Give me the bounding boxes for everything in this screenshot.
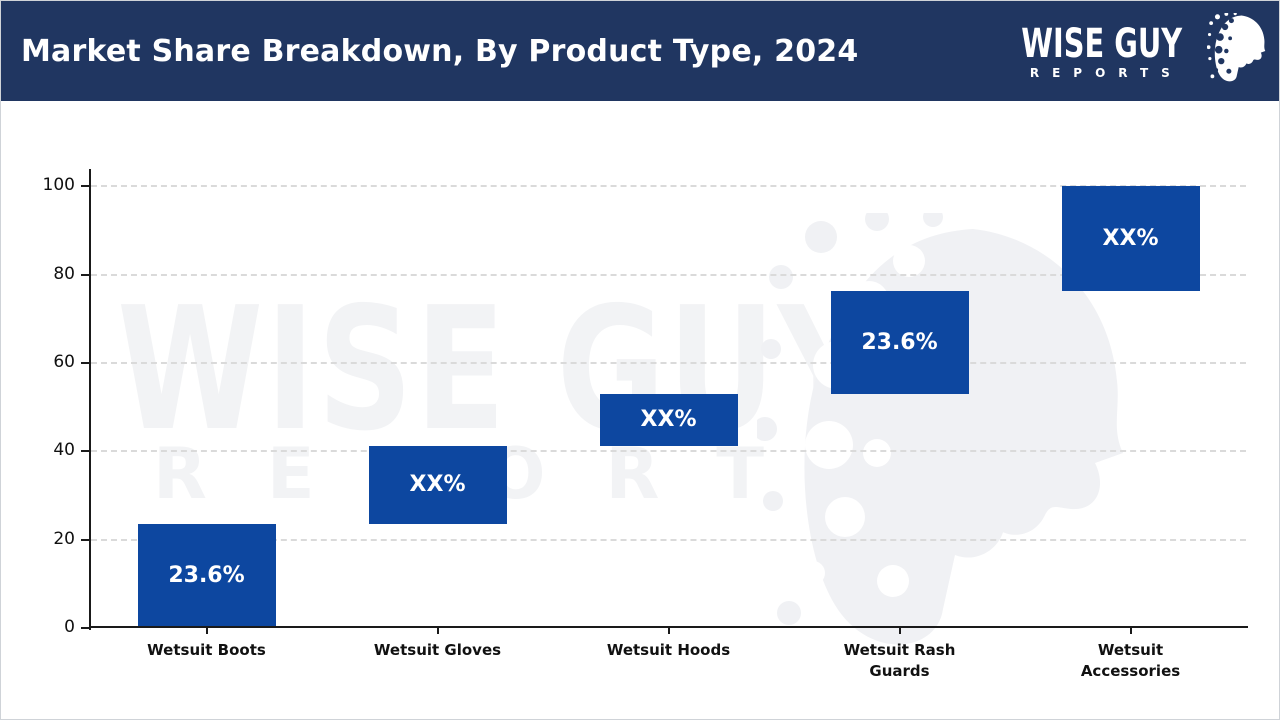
watermark-wordmark: WISE GUY bbox=[117, 271, 877, 469]
x-tick bbox=[1129, 628, 1132, 634]
y-tick bbox=[81, 538, 90, 541]
y-tick-label: 0 bbox=[64, 617, 75, 637]
y-tick bbox=[81, 362, 90, 365]
x-category-label: Wetsuit Boots bbox=[91, 640, 322, 661]
logo-subtitle: REPORTS bbox=[1029, 65, 1183, 80]
x-tick bbox=[667, 628, 670, 634]
y-tick-label: 60 bbox=[53, 352, 75, 373]
x-category-text: Wetsuit Boots bbox=[147, 641, 266, 659]
page-title: Market Share Breakdown, By Product Type,… bbox=[21, 33, 859, 69]
bar-segment: 23.6% bbox=[830, 290, 969, 394]
y-tick bbox=[81, 273, 90, 276]
gridline bbox=[91, 450, 1246, 453]
wiseguy-logo: WISE GUY REPORTS bbox=[990, 13, 1271, 89]
x-category-text: Wetsuit Rash Guards bbox=[843, 641, 956, 680]
y-tick-label: 20 bbox=[53, 528, 75, 549]
wiseguy-logo-text: WISE GUY REPORTS bbox=[990, 23, 1213, 80]
x-axis-line bbox=[89, 626, 1248, 628]
y-tick bbox=[81, 185, 90, 188]
bar-segment: XX% bbox=[599, 393, 738, 447]
bar-segment: XX% bbox=[1061, 186, 1200, 291]
gridline bbox=[91, 185, 1246, 188]
x-category-text: Wetsuit Hoods bbox=[606, 641, 731, 659]
bar-value-label: XX% bbox=[1102, 225, 1159, 251]
bar-value-label: 23.6% bbox=[861, 329, 938, 355]
y-tick-label: 100 bbox=[42, 175, 75, 196]
bar-value-label: XX% bbox=[640, 407, 697, 433]
logo-wordmark: WISE GUY bbox=[1020, 20, 1182, 67]
bar-value-label: XX% bbox=[409, 472, 466, 498]
gridline bbox=[91, 273, 1246, 276]
x-tick bbox=[898, 628, 901, 634]
bar-segment: 23.6% bbox=[137, 523, 276, 628]
x-category-text: Wetsuit Gloves bbox=[373, 641, 502, 659]
header-bar: Market Share Breakdown, By Product Type,… bbox=[1, 1, 1279, 101]
gridline bbox=[91, 362, 1246, 365]
x-category-text: Wetsuit Accessories bbox=[1080, 641, 1181, 680]
gridline bbox=[91, 538, 1246, 541]
x-category-label: Wetsuit Gloves bbox=[322, 640, 553, 661]
y-tick-label: 80 bbox=[53, 263, 75, 284]
y-tick bbox=[81, 627, 90, 629]
bar-segment: XX% bbox=[368, 446, 507, 524]
x-tick bbox=[436, 628, 439, 634]
x-category-label: Wetsuit Rash Guards bbox=[784, 640, 1015, 682]
bar-value-label: 23.6% bbox=[168, 563, 245, 589]
y-axis-line bbox=[89, 169, 91, 630]
x-category-label: Wetsuit Hoods bbox=[553, 640, 784, 661]
x-category-label: Wetsuit Accessories bbox=[1015, 640, 1246, 682]
y-tick bbox=[81, 450, 90, 453]
x-tick bbox=[205, 628, 208, 634]
y-tick-label: 40 bbox=[53, 440, 75, 461]
